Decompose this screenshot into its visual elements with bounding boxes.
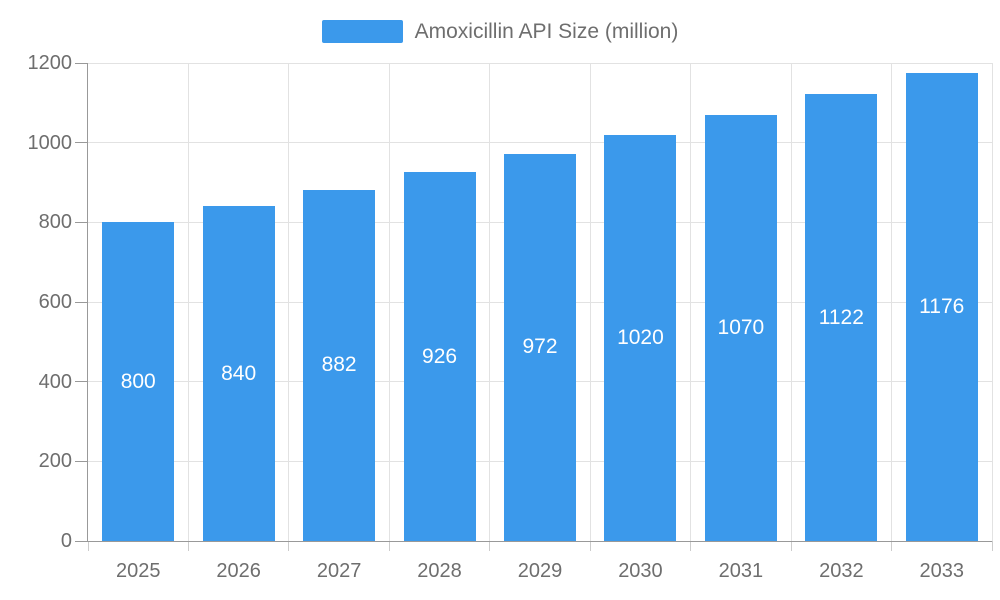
y-axis-tick [75, 301, 88, 303]
grid-line-v [489, 63, 491, 541]
y-axis-tick [75, 381, 88, 383]
y-axis-tick-label: 200 [38, 450, 72, 473]
bar[interactable] [303, 189, 376, 541]
y-axis-tick-label: 1000 [27, 131, 73, 154]
legend-swatch [321, 19, 403, 43]
y-axis-tick-label: 400 [38, 370, 72, 393]
bar-value-label: 1122 [818, 305, 864, 329]
bar-value-label: 1070 [717, 315, 765, 339]
grid-line-v [388, 63, 390, 541]
y-axis-tick [75, 540, 88, 542]
bar[interactable] [604, 134, 677, 541]
chart-legend[interactable]: Amoxicillin API Size (million) [0, 14, 1000, 48]
grid-line-v [690, 63, 692, 541]
x-axis-tick [187, 541, 189, 551]
x-axis-tick-label: 2030 [618, 560, 663, 582]
x-axis-tick [690, 541, 692, 551]
bar-value-label: 1020 [617, 325, 664, 349]
y-axis-tick [75, 62, 88, 64]
grid-line-v [991, 63, 993, 541]
bar[interactable] [403, 172, 476, 541]
x-axis-tick [891, 541, 893, 551]
x-axis-tick [288, 541, 290, 551]
x-axis-tick-label: 2031 [718, 560, 764, 582]
y-axis-tick-label: 1200 [27, 52, 73, 74]
grid-line-v [891, 63, 893, 541]
bar-value-label: 972 [522, 335, 558, 359]
legend-label: Amoxicillin API Size (million) [414, 19, 679, 43]
x-axis-tick [991, 541, 993, 551]
x-axis-tick [489, 541, 491, 551]
x-axis-tick-label: 2029 [517, 560, 563, 582]
x-axis-tick [790, 541, 792, 551]
x-axis-tick-label: 2025 [115, 560, 161, 582]
bar[interactable] [202, 206, 275, 541]
bar[interactable] [504, 153, 576, 541]
y-axis-tick-label: 800 [38, 211, 72, 234]
grid-line-v [790, 63, 792, 541]
x-axis-tick [87, 541, 89, 551]
bar[interactable] [905, 72, 978, 541]
x-axis-tick-label: 2026 [216, 560, 261, 582]
x-axis-tick-label: 2033 [919, 560, 965, 582]
bar-value-label: 1176 [919, 294, 965, 318]
bar[interactable] [704, 114, 777, 541]
grid-line-v [288, 63, 290, 541]
bar-value-label: 882 [321, 353, 357, 377]
y-axis-tick-label: 600 [38, 291, 72, 313]
bar-value-label: 840 [221, 361, 257, 385]
grid-line-v [187, 63, 189, 541]
bar-value-label: 926 [422, 344, 458, 368]
bar[interactable] [805, 94, 878, 541]
y-axis-tick [75, 221, 88, 223]
x-axis-tick-label: 2027 [316, 560, 362, 582]
y-axis-line [87, 63, 88, 541]
x-axis-tick-label: 2028 [417, 560, 462, 582]
x-axis-tick [388, 541, 390, 551]
grid-line-h [88, 142, 992, 144]
bar[interactable] [102, 222, 175, 541]
grid-line-v [589, 63, 591, 541]
grid-line-h [88, 62, 992, 64]
x-axis-tick [589, 541, 591, 551]
y-axis-tick-label: 0 [60, 530, 72, 552]
bar-value-label: 800 [120, 369, 156, 393]
x-axis-line [87, 541, 992, 542]
y-axis-tick [75, 460, 88, 462]
x-axis-tick-label: 2032 [819, 560, 864, 582]
y-axis-tick [75, 142, 88, 144]
